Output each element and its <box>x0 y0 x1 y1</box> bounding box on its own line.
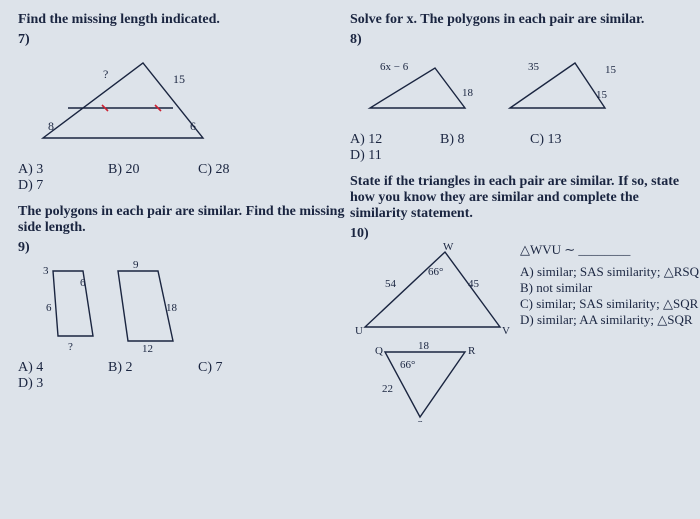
q9-choice-c: C) 7 <box>198 360 288 376</box>
q8-r-35: 35 <box>528 61 540 73</box>
q7-label-q: ? <box>103 67 108 81</box>
q8-r-15t: 15 <box>605 64 617 76</box>
q7-figure: ? 15 8 6 <box>18 48 228 158</box>
q9-r-9: 9 <box>133 259 139 271</box>
q8-choices: A) 12 B) 8 C) 13 D) 11 <box>350 132 682 164</box>
q10-ang2: 66° <box>400 359 415 371</box>
q10-U: U <box>355 325 363 337</box>
q9-l-q: ? <box>68 341 73 353</box>
q10-45: 45 <box>468 278 480 290</box>
q7-choice-c: C) 28 <box>198 162 288 178</box>
q8-choice-b: B) 8 <box>440 132 530 148</box>
q10-54: 54 <box>385 278 397 290</box>
q7-label-15: 15 <box>173 72 185 86</box>
q10-choice-a: A) similar; SAS similarity; △RSQ <box>520 264 700 280</box>
q9-l-6: 6 <box>46 302 52 314</box>
q8-figure: 6x − 6 18 35 15 15 <box>350 48 650 128</box>
q9-choice-a: A) 4 <box>18 360 108 376</box>
q7-choices: A) 3 B) 20 C) 28 D) 7 <box>18 162 350 194</box>
q9-l-3: 3 <box>43 265 49 277</box>
q10-22: 22 <box>382 383 393 395</box>
heading-q7: Find the missing length indicated. <box>18 12 350 28</box>
q10-R: R <box>468 345 476 357</box>
q9-number: 9) <box>18 240 350 256</box>
q7-choice-d: D) 7 <box>18 178 108 194</box>
q9-figure: 3 6 6 ? 9 18 12 <box>18 256 238 356</box>
q7-choice-b: B) 20 <box>108 162 198 178</box>
q8-choice-c: C) 13 <box>530 132 620 148</box>
q10-stem: △WVU ∼ ________ <box>520 242 700 258</box>
heading-q8: Solve for x. The polygons in each pair a… <box>350 12 682 28</box>
heading-q10: State if the triangles in each pair are … <box>350 174 682 222</box>
q10-18: 18 <box>418 340 430 352</box>
q10-figures: W U V 54 66° 45 Q R S 18 66° 22 <box>350 242 520 422</box>
q10-ang1: 66° <box>428 266 443 278</box>
q8-choice-d: D) 11 <box>350 148 440 164</box>
left-column: Find the missing length indicated. 7) ? … <box>18 12 350 432</box>
q10-number: 10) <box>350 226 682 242</box>
right-column: Solve for x. The polygons in each pair a… <box>350 12 682 432</box>
q8-r-15b: 15 <box>596 89 608 101</box>
q10-Q: Q <box>375 345 383 357</box>
q10-choice-c: C) similar; SAS similarity; △SQR <box>520 296 700 312</box>
q7-label-6: 6 <box>190 119 196 133</box>
q9-choices: A) 4 B) 2 C) 7 D) 3 <box>18 360 350 392</box>
q10-V: V <box>502 325 510 337</box>
heading-q9: The polygons in each pair are similar. F… <box>18 204 350 236</box>
q7-choice-a: A) 3 <box>18 162 108 178</box>
q8-number: 8) <box>350 32 682 48</box>
q9-r-12: 12 <box>142 343 153 355</box>
q9-l-6a: 6 <box>80 277 86 289</box>
q9-choice-b: B) 2 <box>108 360 198 376</box>
q8-l-top: 6x − 6 <box>380 61 409 73</box>
q7-label-8: 8 <box>48 119 54 133</box>
q8-choice-a: A) 12 <box>350 132 440 148</box>
q10-S: S <box>417 419 423 422</box>
q10-W: W <box>443 242 454 253</box>
q8-l-18: 18 <box>462 87 474 99</box>
q10-choice-d: D) similar; AA similarity; △SQR <box>520 312 700 328</box>
q7-number: 7) <box>18 32 350 48</box>
q9-choice-d: D) 3 <box>18 376 108 392</box>
q10-choice-b: B) not similar <box>520 280 700 296</box>
q9-r-18: 18 <box>166 302 178 314</box>
